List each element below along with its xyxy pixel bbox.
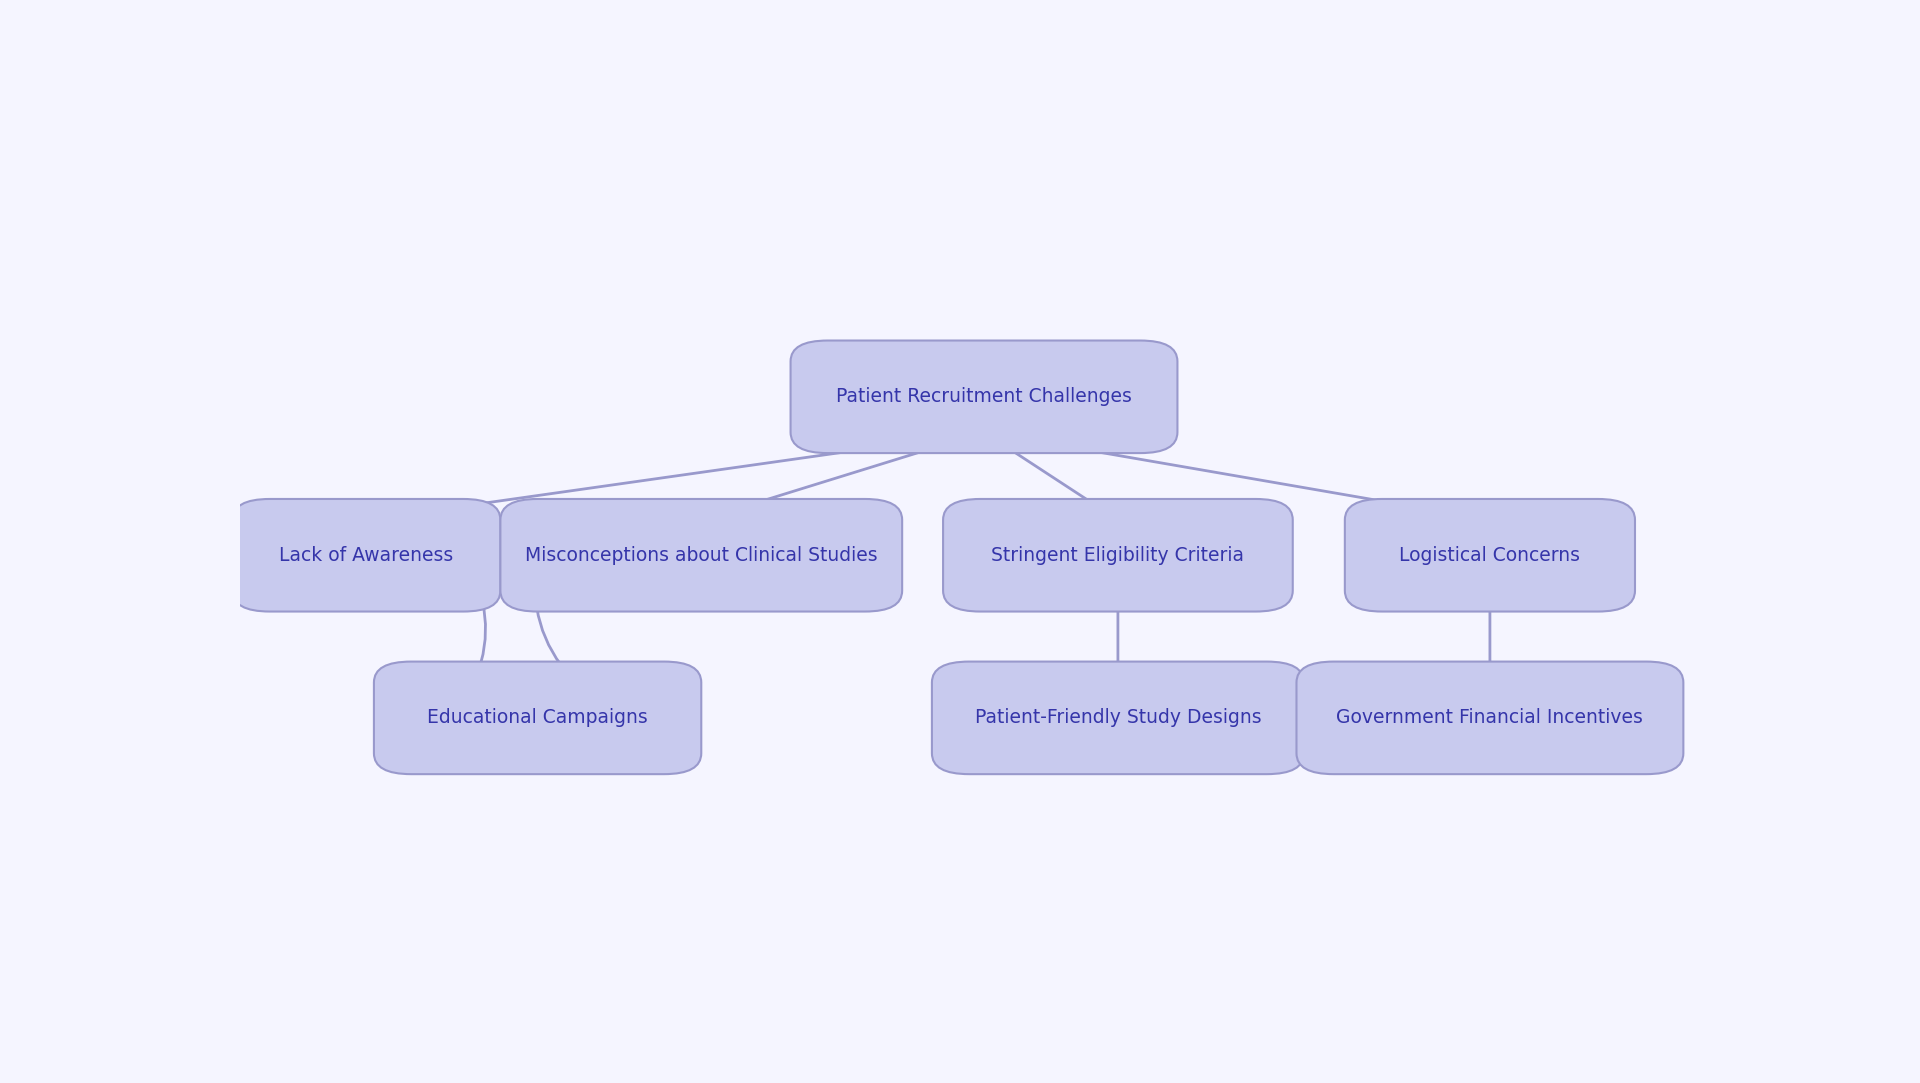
Text: Government Financial Incentives: Government Financial Incentives xyxy=(1336,708,1644,728)
FancyBboxPatch shape xyxy=(931,662,1304,774)
Text: Lack of Awareness: Lack of Awareness xyxy=(278,546,453,564)
Text: Educational Campaigns: Educational Campaigns xyxy=(428,708,647,728)
FancyBboxPatch shape xyxy=(1296,662,1684,774)
FancyBboxPatch shape xyxy=(501,499,902,612)
Text: Stringent Eligibility Criteria: Stringent Eligibility Criteria xyxy=(991,546,1244,564)
Text: Logistical Concerns: Logistical Concerns xyxy=(1400,546,1580,564)
FancyBboxPatch shape xyxy=(943,499,1292,612)
FancyBboxPatch shape xyxy=(791,340,1177,453)
FancyBboxPatch shape xyxy=(374,662,701,774)
Text: Patient Recruitment Challenges: Patient Recruitment Challenges xyxy=(835,388,1133,406)
FancyBboxPatch shape xyxy=(1344,499,1636,612)
FancyBboxPatch shape xyxy=(232,499,501,612)
Text: Patient-Friendly Study Designs: Patient-Friendly Study Designs xyxy=(975,708,1261,728)
Text: Misconceptions about Clinical Studies: Misconceptions about Clinical Studies xyxy=(524,546,877,564)
